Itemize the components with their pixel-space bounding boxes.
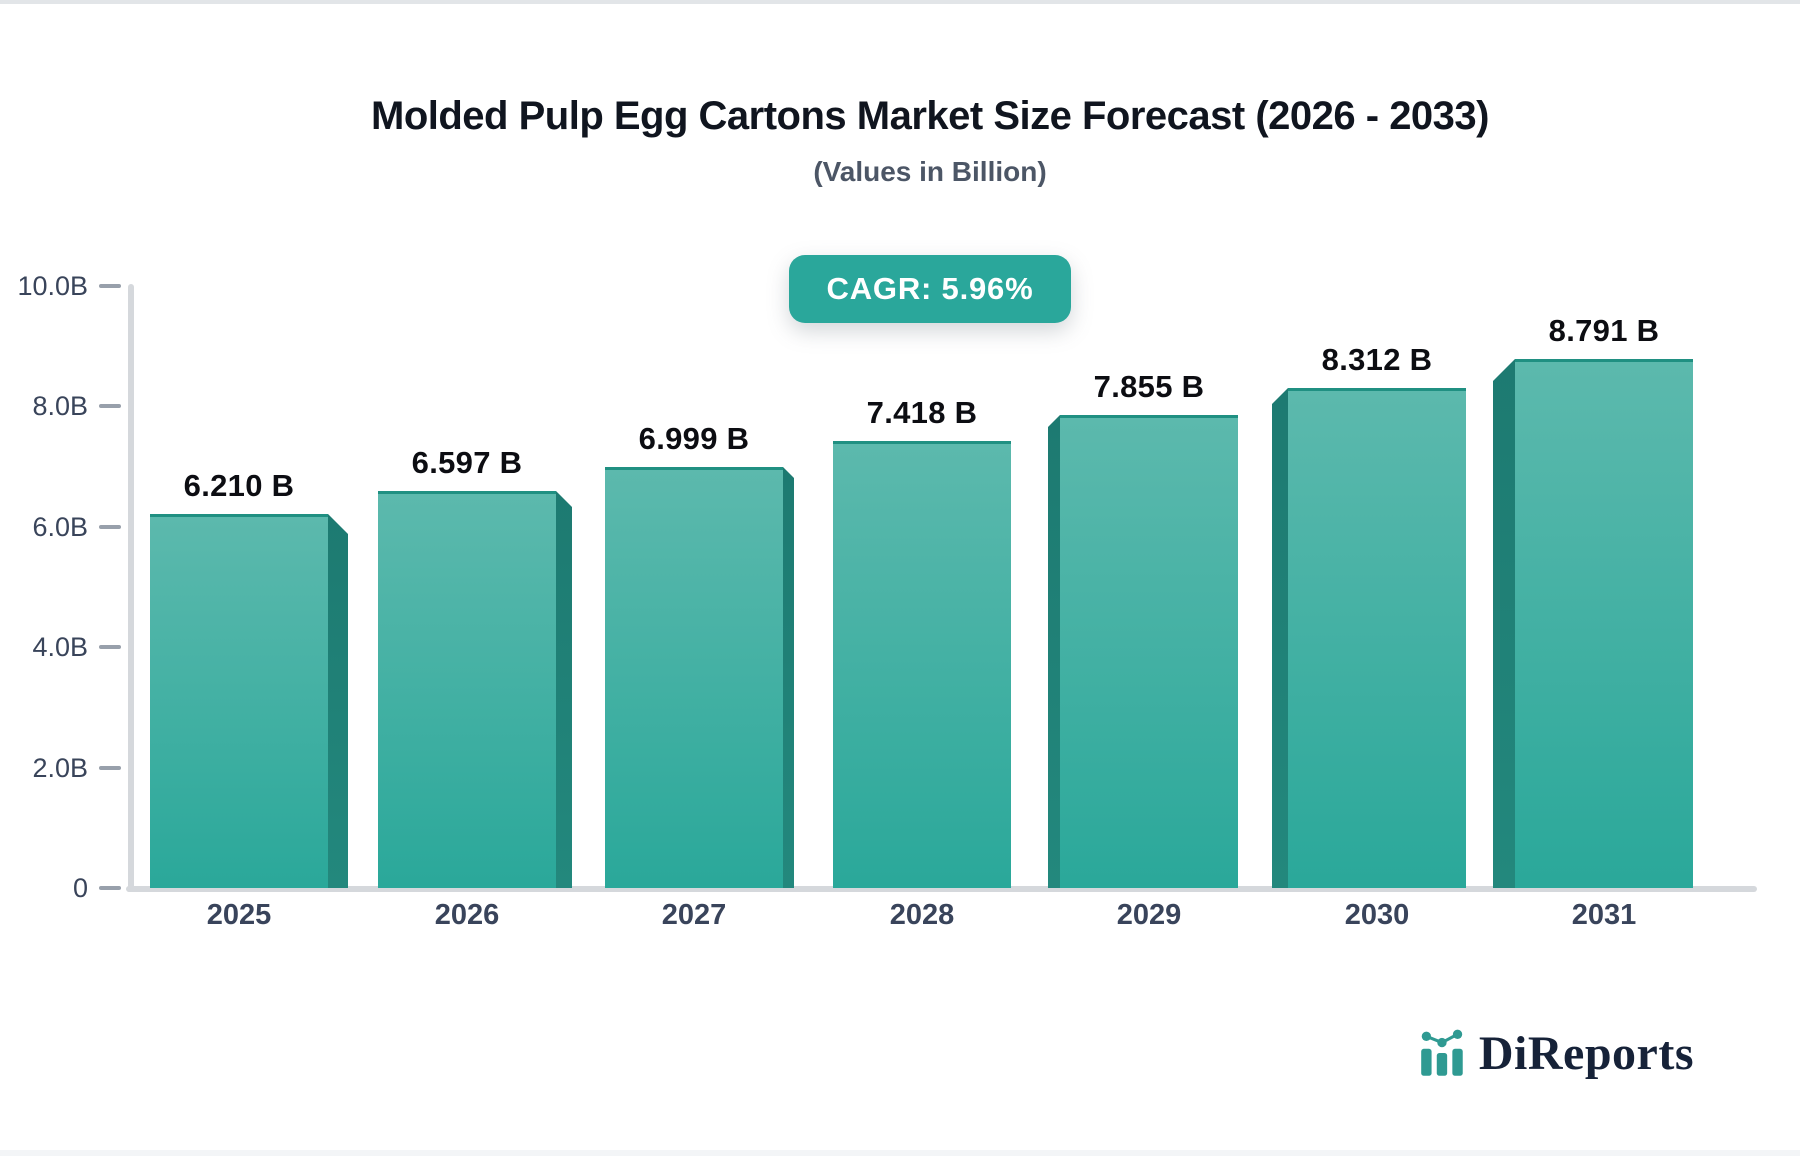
x-tick-label-2029: 2029 xyxy=(1116,899,1182,931)
y-tick-dash xyxy=(99,524,121,529)
bar-2030[interactable] xyxy=(1288,388,1466,888)
bar-value-label-2025: 6.210 B xyxy=(183,468,295,503)
y-tick-label: 6.0B xyxy=(32,511,88,542)
logo-text: DiReports xyxy=(1478,1027,1694,1080)
direports-logo: DiReports xyxy=(1416,1026,1694,1081)
page-top-edge xyxy=(0,0,1800,4)
bar-value-label-2028: 7.418 B xyxy=(866,395,978,430)
y-tick-dash xyxy=(99,645,121,650)
chart-header: Molded Pulp Egg Cartons Market Size Fore… xyxy=(130,94,1730,188)
y-tick-label: 0 xyxy=(72,873,88,903)
y-tick-label: 4.0B xyxy=(32,632,88,663)
x-tick-label-2026: 2026 xyxy=(434,899,500,931)
bar-2025[interactable] xyxy=(150,514,328,888)
page-bottom-edge xyxy=(0,1150,1800,1156)
y-tick-dash xyxy=(99,284,121,288)
bar-2028[interactable] xyxy=(833,441,1011,888)
mini-bar-line-chart-icon xyxy=(1421,1029,1463,1076)
bar-value-label-2030: 8.312 B xyxy=(1321,342,1433,377)
bar-2029[interactable] xyxy=(1060,415,1238,888)
bar-value-label-2031: 8.791 B xyxy=(1548,313,1660,348)
bar-2026[interactable] xyxy=(378,491,556,888)
y-tick-dash xyxy=(99,886,121,890)
x-tick-label-2031: 2031 xyxy=(1571,899,1637,931)
x-tick-label-2025: 2025 xyxy=(206,899,272,931)
x-tick-label-2030: 2030 xyxy=(1344,899,1410,931)
y-tick-label: 10.0B xyxy=(17,271,88,301)
bar-2027[interactable] xyxy=(605,467,783,888)
bar-value-label-2027: 6.999 B xyxy=(638,421,750,456)
x-tick-label-2028: 2028 xyxy=(889,899,955,931)
bar-side-face-2030[interactable] xyxy=(1272,388,1288,888)
bar-side-face-2031[interactable] xyxy=(1493,359,1515,888)
bar-value-label-2029: 7.855 B xyxy=(1093,369,1205,404)
bar-value-label-2026: 6.597 B xyxy=(411,445,523,480)
bar-side-face-2027[interactable] xyxy=(783,467,794,888)
bar-side-face-2026[interactable] xyxy=(556,491,572,888)
cagr-badge-row: CAGR: 5.96% xyxy=(130,255,1730,323)
y-tick-dash xyxy=(99,765,121,770)
y-tick-label: 8.0B xyxy=(32,391,88,422)
chart-title: Molded Pulp Egg Cartons Market Size Fore… xyxy=(371,94,1490,138)
bar-2031[interactable] xyxy=(1515,359,1693,888)
bar-side-face-2025[interactable] xyxy=(328,514,348,888)
bar-side-face-2029[interactable] xyxy=(1048,415,1060,888)
y-tick-label: 2.0B xyxy=(32,752,88,783)
cagr-badge: CAGR: 5.96% xyxy=(788,255,1072,323)
y-axis-line xyxy=(128,284,134,892)
x-axis-line xyxy=(126,886,1757,892)
chart-subtitle: (Values in Billion) xyxy=(813,156,1047,187)
x-tick-label-2027: 2027 xyxy=(661,899,727,931)
y-tick-dash xyxy=(99,404,121,409)
